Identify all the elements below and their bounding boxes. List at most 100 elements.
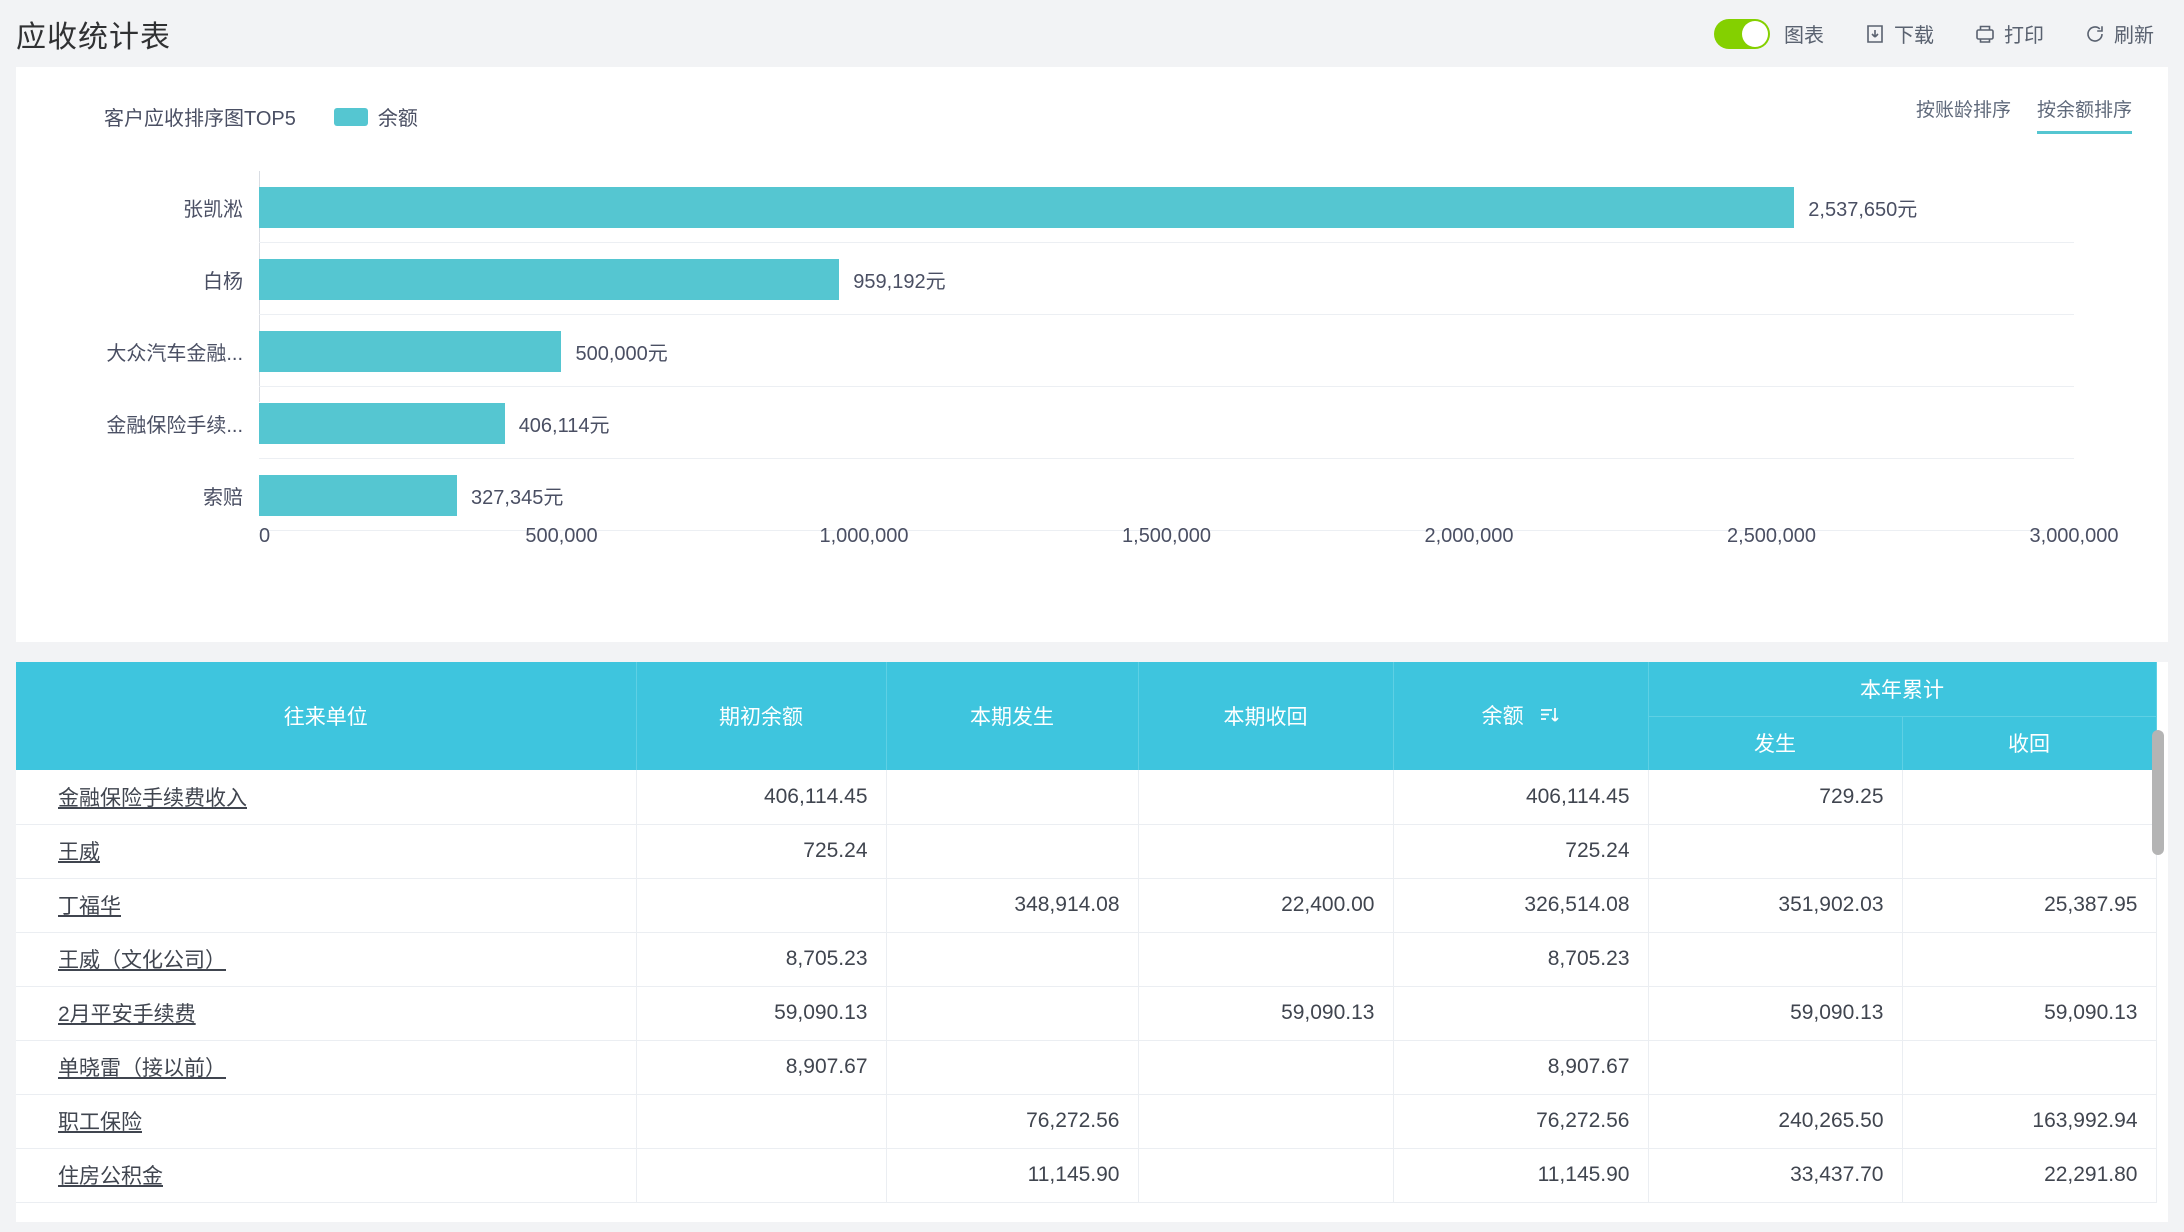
legend-swatch-balance bbox=[333, 107, 368, 126]
chart-bar-value-label: 2,537,650元 bbox=[1808, 198, 1918, 221]
cell-period-recovered bbox=[1138, 824, 1394, 879]
cell-name: 丁福华 bbox=[16, 878, 637, 933]
row-name-link[interactable]: 金融保险手续费收入 bbox=[58, 786, 247, 810]
cell-year-recovered: 59,090.13 bbox=[1902, 986, 2157, 1041]
chart-bar[interactable] bbox=[259, 186, 1795, 228]
row-name-link[interactable]: 2月平安手续费 bbox=[58, 1003, 196, 1026]
table-row[interactable]: 金融保险手续费收入 406,114.45 406,114.45 729.25 bbox=[16, 770, 2157, 825]
chart-category-label: 索赔 bbox=[203, 486, 243, 509]
cell-opening-balance: 59,090.13 bbox=[636, 986, 887, 1041]
refresh-label: 刷新 bbox=[2114, 25, 2154, 47]
report-table-card: 往来单位 期初余额 本期发生 本期收回 余额 本年累计 发生 收 bbox=[16, 662, 2168, 1222]
print-button[interactable]: 打印 bbox=[1974, 19, 2044, 48]
cell-period-recovered bbox=[1138, 1148, 1394, 1203]
cell-period-recovered: 59,090.13 bbox=[1138, 986, 1394, 1041]
cell-year-occurred: 33,437.70 bbox=[1648, 1148, 1903, 1203]
table-row[interactable]: 2月平安手续费 59,090.13 59,090.13 59,090.13 59,090… bbox=[16, 986, 2157, 1041]
cell-year-occurred: 729.25 bbox=[1648, 770, 1903, 825]
cell-opening-balance bbox=[636, 1094, 887, 1149]
col-header-year-group: 本年累计 bbox=[1648, 662, 2157, 717]
cell-balance bbox=[1393, 986, 1649, 1041]
cell-opening-balance bbox=[636, 1148, 887, 1203]
download-label: 下载 bbox=[1894, 25, 1934, 47]
chart-bar-value-label: 406,114元 bbox=[518, 414, 610, 437]
chart-bar[interactable] bbox=[259, 474, 458, 516]
refresh-button[interactable]: 刷新 bbox=[2084, 19, 2154, 48]
legend-label-balance: 余额 bbox=[377, 108, 418, 130]
chart-toggle-label: 图表 bbox=[1784, 25, 1824, 47]
chart-category-label: 金融保险手续... bbox=[106, 414, 243, 437]
cell-balance: 725.24 bbox=[1393, 824, 1649, 879]
row-name-link[interactable]: 单晓雷（接以前） bbox=[58, 1057, 226, 1080]
chart-toggle-switch[interactable] bbox=[1714, 18, 1770, 49]
row-name-link[interactable]: 住房公积金 bbox=[58, 1165, 163, 1188]
col-header-year-recovered[interactable]: 收回 bbox=[1902, 716, 2157, 770]
cell-period-occurred bbox=[886, 932, 1139, 987]
col-header-period-occurred[interactable]: 本期发生 bbox=[886, 662, 1139, 770]
report-table: 往来单位 期初余额 本期发生 本期收回 余额 本年累计 发生 收 bbox=[16, 662, 2157, 1203]
chart-title: 客户应收排序图TOP5 bbox=[104, 108, 296, 130]
cell-year-occurred: 351,902.03 bbox=[1648, 878, 1903, 933]
chart-x-axis: 0 500,000 1,000,000 1,500,000 2,000,000 2,500… bbox=[259, 503, 2118, 547]
table-row[interactable]: 单晓雷（接以前） 8,907.67 8,907.67 bbox=[16, 1040, 2157, 1095]
table-row[interactable]: 职工保险 76,272.56 76,272.56 240,265.50 163,992.… bbox=[16, 1094, 2157, 1149]
chart-bar-value-label: 500,000元 bbox=[575, 342, 668, 365]
scrollbar-thumb[interactable] bbox=[2152, 730, 2164, 855]
cell-year-occurred: 240,265.50 bbox=[1648, 1094, 1903, 1149]
cell-year-occurred bbox=[1648, 1040, 1903, 1095]
tab-sort-by-aging[interactable]: 按账龄排序 bbox=[1915, 100, 2011, 121]
chart-gridline bbox=[259, 458, 2074, 459]
tab-sort-by-balance[interactable]: 按余额排序 bbox=[2036, 95, 2132, 134]
cell-name: 金融保险手续费收入 bbox=[16, 770, 637, 825]
chart-canvas: 张凯淞 2,537,650元 白杨 959,192元 大众汽车金融... 500,000元… bbox=[106, 171, 2118, 569]
table-row[interactable]: 王威 725.24 725.24 bbox=[16, 824, 2157, 879]
download-button[interactable]: 下载 bbox=[1864, 19, 1934, 48]
row-name-link[interactable]: 王威 bbox=[58, 841, 100, 864]
table-row[interactable]: 住房公积金 11,145.90 11,145.90 33,437.70 22,291.8… bbox=[16, 1148, 2157, 1203]
chart-x-tick-label: 1,500,000 bbox=[1122, 525, 1211, 547]
top-bar: 应收统计表 图表 下载 打印 bbox=[0, 0, 2184, 67]
chart-bar[interactable] bbox=[259, 402, 505, 444]
chart-bar[interactable] bbox=[259, 330, 562, 372]
download-icon bbox=[1864, 23, 1886, 45]
table-header-row-2: 发生 收回 bbox=[16, 716, 2157, 770]
chart-toggle-group[interactable]: 图表 bbox=[1714, 18, 1824, 49]
cell-period-occurred bbox=[886, 770, 1139, 825]
table-header-row-1: 往来单位 期初余额 本期发生 本期收回 余额 本年累计 bbox=[16, 662, 2157, 770]
cell-name: 王威 bbox=[16, 824, 637, 879]
row-name-link[interactable]: 丁福华 bbox=[58, 895, 121, 918]
chart-card: 客户应收排序图TOP5 余额 按账龄排序 按余额排序 张凯淞 2,537,650元… bbox=[16, 67, 2168, 642]
chart-legend[interactable]: 余额 bbox=[333, 102, 418, 131]
table-body: 金融保险手续费收入 406,114.45 406,114.45 729.25 王威 725… bbox=[16, 770, 2157, 1203]
cell-year-occurred: 59,090.13 bbox=[1648, 986, 1903, 1041]
cell-balance: 8,705.23 bbox=[1393, 932, 1649, 987]
table-row[interactable]: 丁福华 348,914.08 22,400.00 326,514.08 351,902.… bbox=[16, 878, 2157, 933]
cell-balance: 326,514.08 bbox=[1393, 878, 1649, 933]
printer-icon bbox=[1974, 23, 1996, 45]
col-header-opening-balance[interactable]: 期初余额 bbox=[636, 662, 887, 770]
cell-name: 单晓雷（接以前） bbox=[16, 1040, 637, 1095]
table-row[interactable]: 王威（文化公司） 8,705.23 8,705.23 bbox=[16, 932, 2157, 987]
row-name-link[interactable]: 王威（文化公司） bbox=[58, 949, 226, 972]
col-header-period-recovered[interactable]: 本期收回 bbox=[1138, 662, 1394, 770]
col-header-balance[interactable]: 余额 bbox=[1393, 662, 1649, 770]
col-header-name[interactable]: 往来单位 bbox=[16, 662, 637, 770]
page-title: 应收统计表 bbox=[16, 20, 171, 54]
cell-name: 住房公积金 bbox=[16, 1148, 637, 1203]
row-name-link[interactable]: 职工保险 bbox=[58, 1111, 142, 1134]
cell-name: 王威（文化公司） bbox=[16, 932, 637, 987]
cell-period-recovered bbox=[1138, 770, 1394, 825]
sort-descending-icon[interactable] bbox=[1537, 704, 1560, 732]
print-label: 打印 bbox=[2004, 25, 2044, 47]
chart-bar[interactable] bbox=[259, 258, 840, 300]
cell-year-recovered: 22,291.80 bbox=[1902, 1148, 2157, 1203]
cell-opening-balance: 725.24 bbox=[636, 824, 887, 879]
chart-bar-value-label: 327,345元 bbox=[471, 486, 564, 509]
cell-balance: 406,114.45 bbox=[1393, 770, 1649, 825]
cell-opening-balance: 8,907.67 bbox=[636, 1040, 887, 1095]
chart-x-tick-label: 2,500,000 bbox=[1727, 525, 1816, 547]
cell-year-recovered: 25,387.95 bbox=[1902, 878, 2157, 933]
chart-bar-row: 大众汽车金融... 500,000元 bbox=[106, 315, 2074, 387]
table-vertical-scrollbar[interactable] bbox=[2152, 730, 2164, 1200]
col-header-year-occurred[interactable]: 发生 bbox=[1648, 716, 1903, 770]
